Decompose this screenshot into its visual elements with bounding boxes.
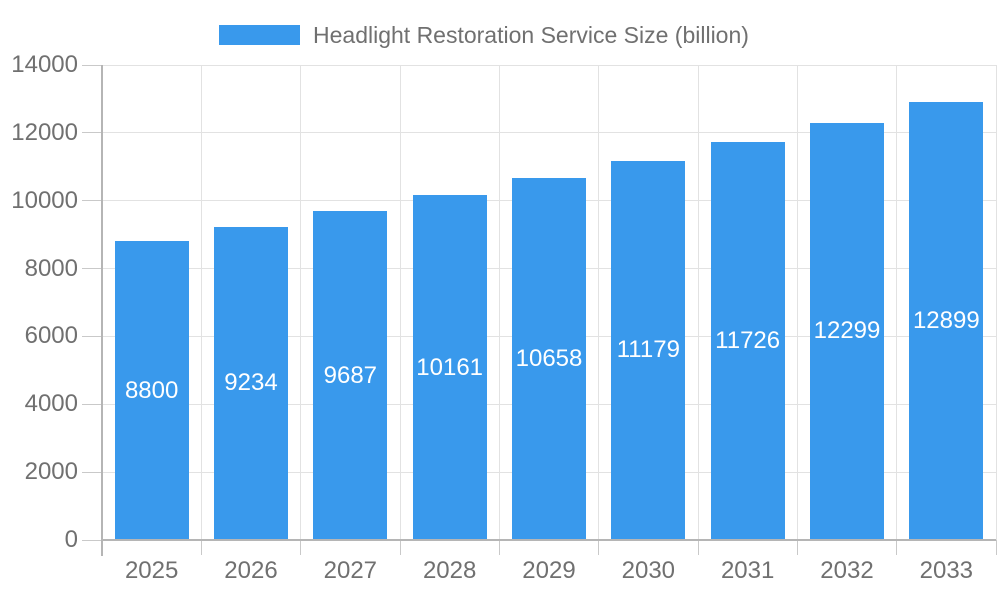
x-axis-line bbox=[102, 539, 996, 541]
x-axis-tick bbox=[896, 540, 898, 555]
gridline-vertical bbox=[200, 65, 202, 540]
y-axis-tick bbox=[82, 132, 102, 134]
y-axis-label: 2000 bbox=[24, 458, 78, 486]
gridline-vertical bbox=[697, 65, 699, 540]
y-axis-label: 12000 bbox=[11, 118, 78, 146]
x-axis-label: 2026 bbox=[224, 557, 278, 584]
bar[interactable]: 11179 bbox=[611, 160, 686, 540]
x-axis-tick bbox=[399, 540, 401, 555]
bar-value-label: 9234 bbox=[224, 369, 278, 397]
x-axis-label: 2025 bbox=[124, 557, 179, 584]
bar[interactable]: 9234 bbox=[214, 226, 288, 540]
legend-label: Headlight Restoration Service Size (bill… bbox=[313, 22, 749, 48]
bar-value-label: 11179 bbox=[616, 336, 680, 364]
bar[interactable]: 12299 bbox=[810, 122, 884, 540]
bar[interactable]: 10658 bbox=[512, 178, 586, 540]
gridline-horizontal bbox=[102, 132, 996, 134]
bar-value-label: 8800 bbox=[124, 376, 179, 404]
y-axis-tick bbox=[82, 403, 102, 405]
bar-value-label: 12299 bbox=[813, 317, 881, 345]
y-axis-label: 8000 bbox=[24, 254, 78, 282]
bar-value-label: 9687 bbox=[323, 361, 378, 389]
x-axis-tick bbox=[200, 540, 202, 555]
y-axis-tick bbox=[82, 539, 102, 541]
y-axis-tick bbox=[82, 64, 102, 66]
x-axis-tick bbox=[995, 540, 997, 555]
gridline-vertical bbox=[796, 65, 798, 540]
bar[interactable]: 9687 bbox=[313, 211, 388, 540]
x-axis-label: 2030 bbox=[621, 557, 676, 584]
y-axis-label: 4000 bbox=[24, 390, 78, 418]
gridline-vertical bbox=[896, 65, 898, 540]
bar[interactable]: 11726 bbox=[710, 142, 785, 540]
bar-value-label: 12899 bbox=[912, 307, 980, 335]
bar-value-label: 10161 bbox=[416, 353, 484, 381]
y-axis-label: 0 bbox=[64, 526, 78, 553]
x-axis-tick bbox=[498, 540, 500, 555]
x-axis-tick bbox=[300, 540, 302, 555]
y-axis-label: 6000 bbox=[24, 322, 78, 350]
x-axis-label: 2027 bbox=[323, 557, 378, 584]
x-axis-label: 2028 bbox=[422, 557, 477, 584]
y-axis-tick bbox=[82, 335, 102, 337]
bar[interactable]: 12899 bbox=[909, 102, 984, 540]
gridline-horizontal bbox=[102, 64, 996, 66]
gridline-vertical bbox=[598, 65, 600, 540]
bar-value-label: 11726 bbox=[715, 327, 781, 355]
x-axis-tick bbox=[796, 540, 798, 555]
gridline-vertical bbox=[995, 65, 997, 540]
x-axis-label: 2029 bbox=[522, 557, 576, 584]
x-axis-label: 2033 bbox=[919, 557, 974, 584]
bar[interactable]: 10161 bbox=[412, 195, 487, 540]
bar-value-label: 10658 bbox=[515, 345, 583, 373]
y-axis-tick bbox=[82, 471, 102, 473]
x-axis-tick bbox=[598, 540, 600, 555]
bar[interactable]: 8800 bbox=[114, 241, 189, 540]
x-axis-label: 2031 bbox=[720, 557, 775, 584]
gridline-vertical bbox=[399, 65, 401, 540]
y-axis-tick bbox=[82, 200, 102, 202]
y-axis-tick bbox=[82, 268, 102, 270]
x-axis-tick bbox=[697, 540, 699, 555]
y-axis-line bbox=[101, 65, 103, 556]
gridline-vertical bbox=[300, 65, 302, 540]
legend-swatch bbox=[219, 25, 300, 45]
x-axis-label: 2032 bbox=[820, 557, 874, 584]
legend[interactable]: Headlight Restoration Service Size (bill… bbox=[219, 23, 749, 47]
y-axis-label: 10000 bbox=[11, 186, 78, 214]
y-axis-label: 14000 bbox=[11, 51, 78, 78]
gridline-vertical bbox=[498, 65, 500, 540]
